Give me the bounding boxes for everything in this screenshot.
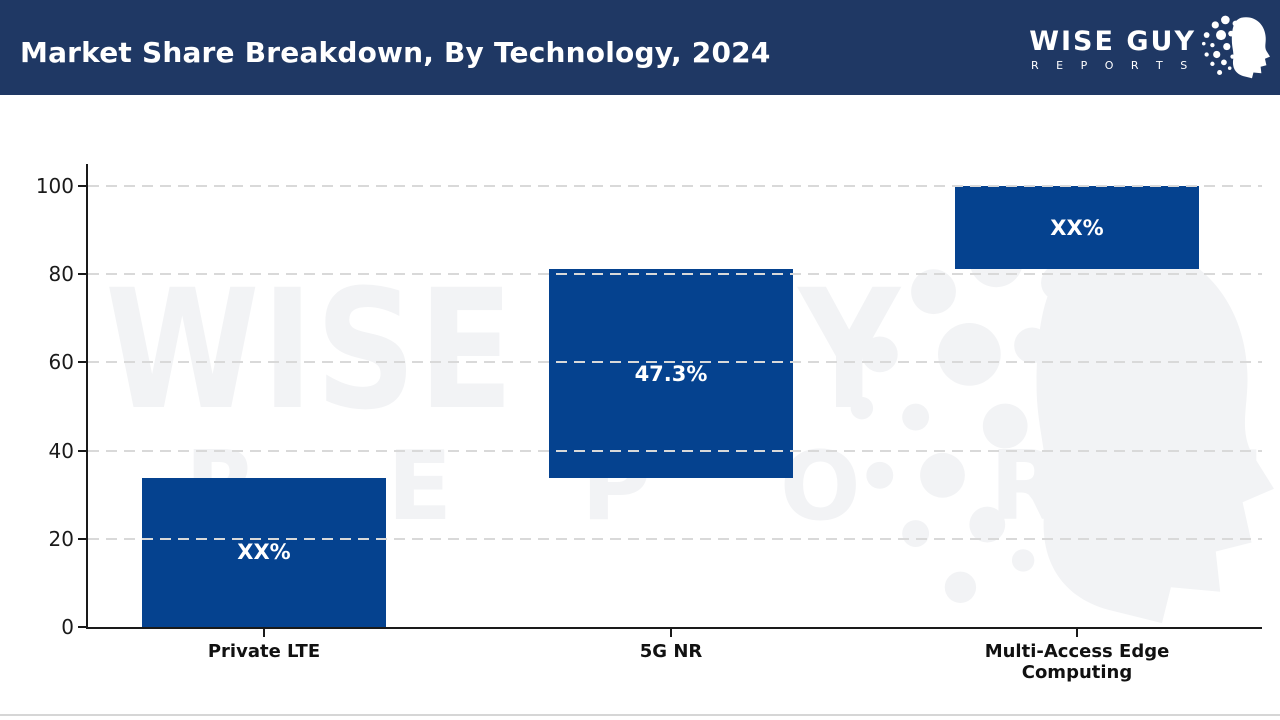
y-tick [78, 537, 86, 540]
y-tick-label: 20 [48, 526, 74, 551]
x-tick [263, 629, 265, 637]
y-tick-label: 40 [48, 438, 74, 463]
logo-wordmark-line2: R E P O R T S [1031, 59, 1195, 72]
bar-value-label: XX% [1050, 215, 1104, 240]
gridline [88, 273, 1262, 276]
header-bar: Market Share Breakdown, By Technology, 2… [0, 0, 1280, 95]
logo-head-icon [1201, 15, 1270, 78]
gridline [88, 449, 1262, 452]
y-tick-label: 60 [48, 350, 74, 375]
y-tick-label: 80 [48, 262, 74, 287]
watermark-head-icon [850, 233, 1274, 624]
y-axis-spine [86, 164, 88, 629]
x-axis-spine [86, 627, 1262, 629]
y-tick [78, 185, 86, 187]
x-tick [1076, 629, 1078, 637]
category-label: Private LTE [207, 641, 321, 662]
gridline [88, 537, 1262, 540]
y-tick [78, 273, 86, 276]
category-label: 5G NR [639, 641, 703, 662]
bar [955, 186, 1199, 270]
category-label: Multi-Access Edge Computing [984, 641, 1170, 683]
bar [142, 477, 386, 627]
page-title: Market Share Breakdown, By Technology, 2… [20, 36, 771, 69]
y-tick [78, 449, 86, 452]
logo-wordmark: WISE GUY R E P O R T S [1029, 28, 1196, 71]
logo-wordmark-line1: WISE GUY [1029, 26, 1196, 57]
y-tick-label: 100 [35, 174, 74, 198]
bottom-divider [0, 714, 1280, 716]
brand-logo: WISE GUY R E P O R T S [1029, 0, 1270, 95]
y-tick-label: 0 [61, 615, 74, 639]
bar-value-label: XX% [237, 540, 291, 565]
gridline [88, 185, 1262, 187]
bar-value-label: 47.3% [634, 361, 708, 386]
bar [549, 269, 793, 478]
x-tick [670, 629, 672, 637]
y-tick [78, 361, 86, 364]
gridline [88, 361, 1262, 364]
y-tick [78, 626, 86, 628]
